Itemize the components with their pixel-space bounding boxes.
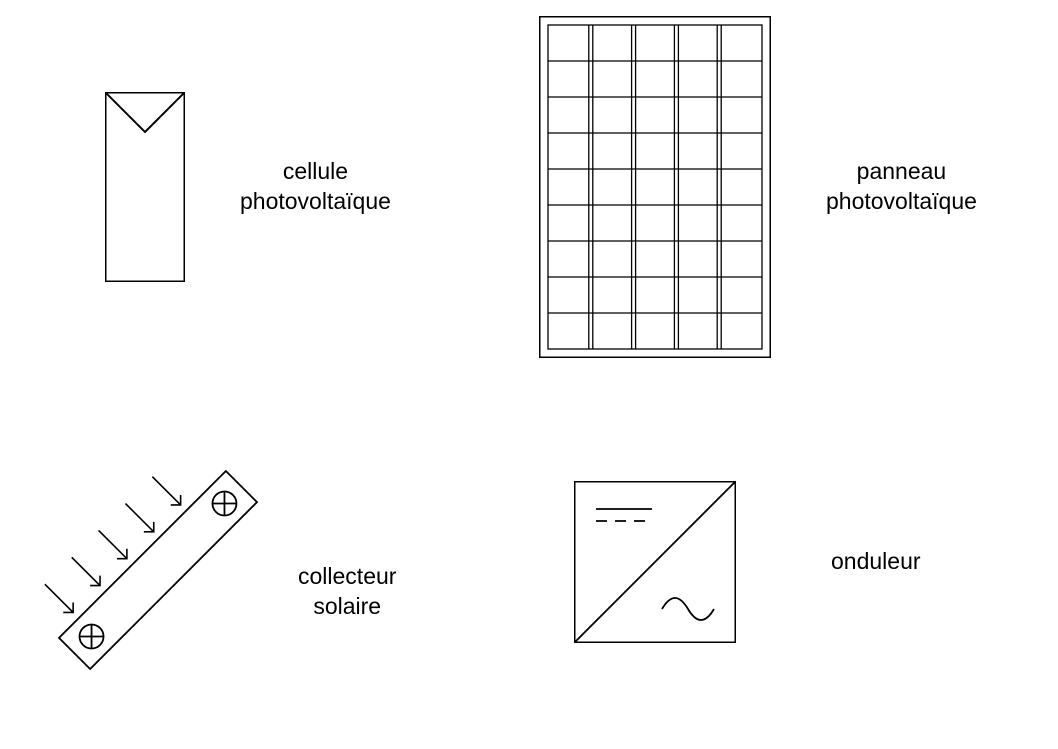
solar-collector-icon bbox=[28, 432, 288, 692]
item-pv-cell: cellule photovoltaïque bbox=[0, 0, 529, 375]
item-solar-collector: collecteur solaire bbox=[0, 375, 529, 749]
pv-panel-icon bbox=[539, 16, 771, 358]
solar-collector-label: collecteur solaire bbox=[298, 562, 396, 622]
item-pv-panel: panneau photovoltaïque bbox=[529, 0, 1058, 375]
pv-panel-label: panneau photovoltaïque bbox=[826, 157, 977, 217]
pv-cell-label: cellule photovoltaïque bbox=[240, 157, 391, 217]
pv-cell-icon bbox=[105, 92, 185, 282]
diagram-grid: cellule photovoltaïque panneau photovolt… bbox=[0, 0, 1058, 749]
item-inverter: onduleur bbox=[529, 375, 1058, 749]
inverter-label: onduleur bbox=[831, 547, 921, 577]
inverter-icon bbox=[574, 481, 736, 643]
